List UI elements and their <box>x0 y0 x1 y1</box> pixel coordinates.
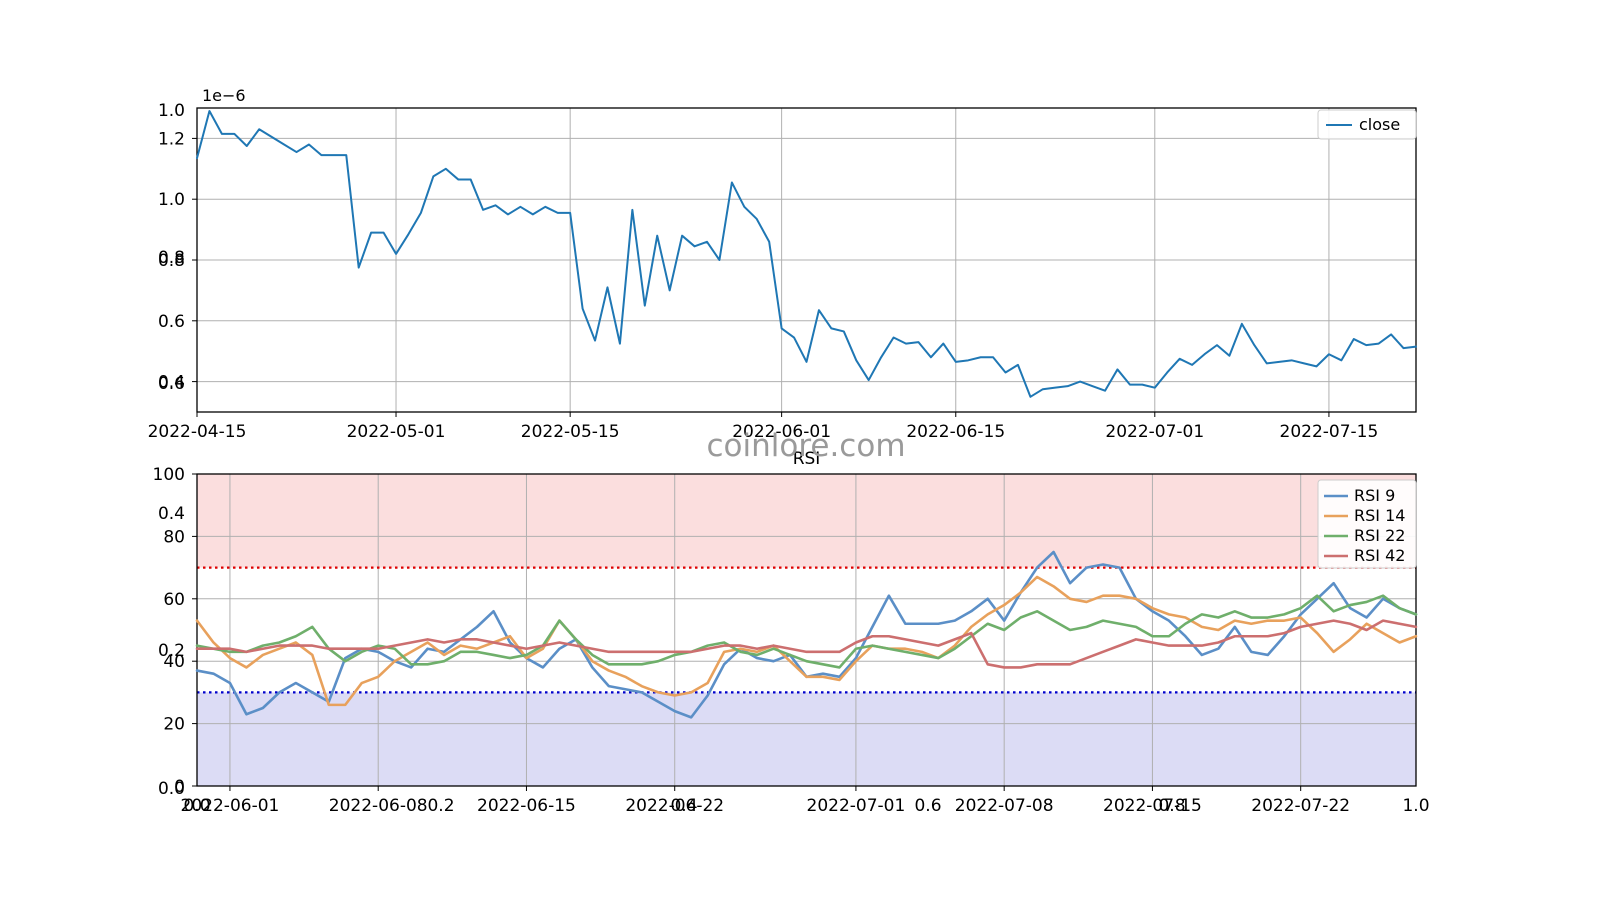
rsi-x-tick-label: 2022-06-01 <box>181 796 280 816</box>
price-axes-frame <box>196 107 1417 413</box>
rsi-legend-label: RSI 22 <box>1354 526 1405 545</box>
rsi-overlay-x-tick-label: 0.2 <box>427 796 454 816</box>
rsi-overlay-x-tick-label: 1.0 <box>1402 796 1429 816</box>
price-x-tick-label: 2022-04-15 <box>148 422 247 442</box>
rsi-x-tick-label: 2022-06-15 <box>477 796 576 816</box>
price-x-tick-label: 2022-07-01 <box>1105 422 1204 442</box>
price-offset-label: 1e−6 <box>202 86 246 105</box>
rsi-y-tick-label: 20 <box>163 715 185 735</box>
rsi-overlay-x-tick-label: 0.0 <box>183 796 210 816</box>
price-y-tick-label: 1.0 <box>158 190 185 210</box>
rsi-legend-label: RSI 42 <box>1354 546 1405 565</box>
rsi-panel: 0 20 40 60 80 100 2022-06-01 2022-06-08 2022-06-… <box>153 449 1430 816</box>
rsi-series-line <box>195 575 1418 707</box>
close-price-line <box>196 110 1417 398</box>
price-legend-box <box>1317 109 1417 140</box>
rsi-overlay-y-tick-label: 0.0 <box>158 779 185 799</box>
price-overlay-y-tick-label: 1.0 <box>158 101 185 121</box>
price-x-tick-label: 2022-07-15 <box>1280 422 1379 442</box>
price-y-tick-label: 1.2 <box>158 129 185 149</box>
rsi-legend-label: RSI 9 <box>1354 486 1395 505</box>
rsi-overlay-x-tick-label: 0.4 <box>670 796 697 816</box>
rsi-series-line <box>195 619 1418 669</box>
rsi-x-tick-label: 2022-06-08 <box>329 796 428 816</box>
price-y-tick-label: 0.8 <box>158 251 185 271</box>
rsi-x-tick-label: 2022-07-01 <box>807 796 906 816</box>
rsi-band <box>197 474 1416 568</box>
rsi-overlay-x-tick-label: 0.8 <box>1158 796 1185 816</box>
rsi-x-tick-label: 2022-06-22 <box>625 796 724 816</box>
price-y-tick-label: 0.4 <box>158 373 185 393</box>
watermark: coinlore.com <box>706 428 905 464</box>
price-x-tick-label: 2022-05-01 <box>347 422 446 442</box>
rsi-y-tick-label: 100 <box>153 465 185 485</box>
rsi-axes-frame <box>196 473 1417 787</box>
rsi-legend-label: RSI 14 <box>1354 506 1405 525</box>
rsi-y-tick-label: 0 <box>174 777 185 797</box>
price-x-tick-label: 2022-06-01 <box>732 422 831 442</box>
price-x-tick-label: 2022-05-15 <box>521 422 620 442</box>
price-legend-label: close <box>1359 115 1400 134</box>
rsi-y-tick-label: 80 <box>163 527 185 547</box>
rsi-series-line <box>195 594 1418 669</box>
rsi-band <box>197 692 1416 786</box>
rsi-x-tick-label: 2022-07-15 <box>1103 796 1202 816</box>
rsi-x-tick-label: 2022-07-22 <box>1251 796 1350 816</box>
rsi-title: RSI <box>793 449 821 469</box>
rsi-y-tick-label: 40 <box>163 652 185 672</box>
rsi-overlay-y-tick-label: 0.2 <box>158 641 185 661</box>
price-legend: close <box>1317 109 1417 140</box>
rsi-y-tick-label: 60 <box>163 590 185 610</box>
price-overlay-y-tick-label: 0.6 <box>158 374 185 394</box>
price-y-tick-label: 0.6 <box>158 312 185 332</box>
price-overlay-y-tick-label: 0.8 <box>158 248 185 268</box>
rsi-legend-box <box>1317 479 1417 569</box>
price-x-tick-label: 2022-06-15 <box>906 422 1005 442</box>
rsi-overlay-x-tick-label: 0.6 <box>914 796 941 816</box>
rsi-x-tick-label: 2022-07-08 <box>955 796 1054 816</box>
rsi-overlay-y-tick-label: 0.4 <box>158 504 185 524</box>
